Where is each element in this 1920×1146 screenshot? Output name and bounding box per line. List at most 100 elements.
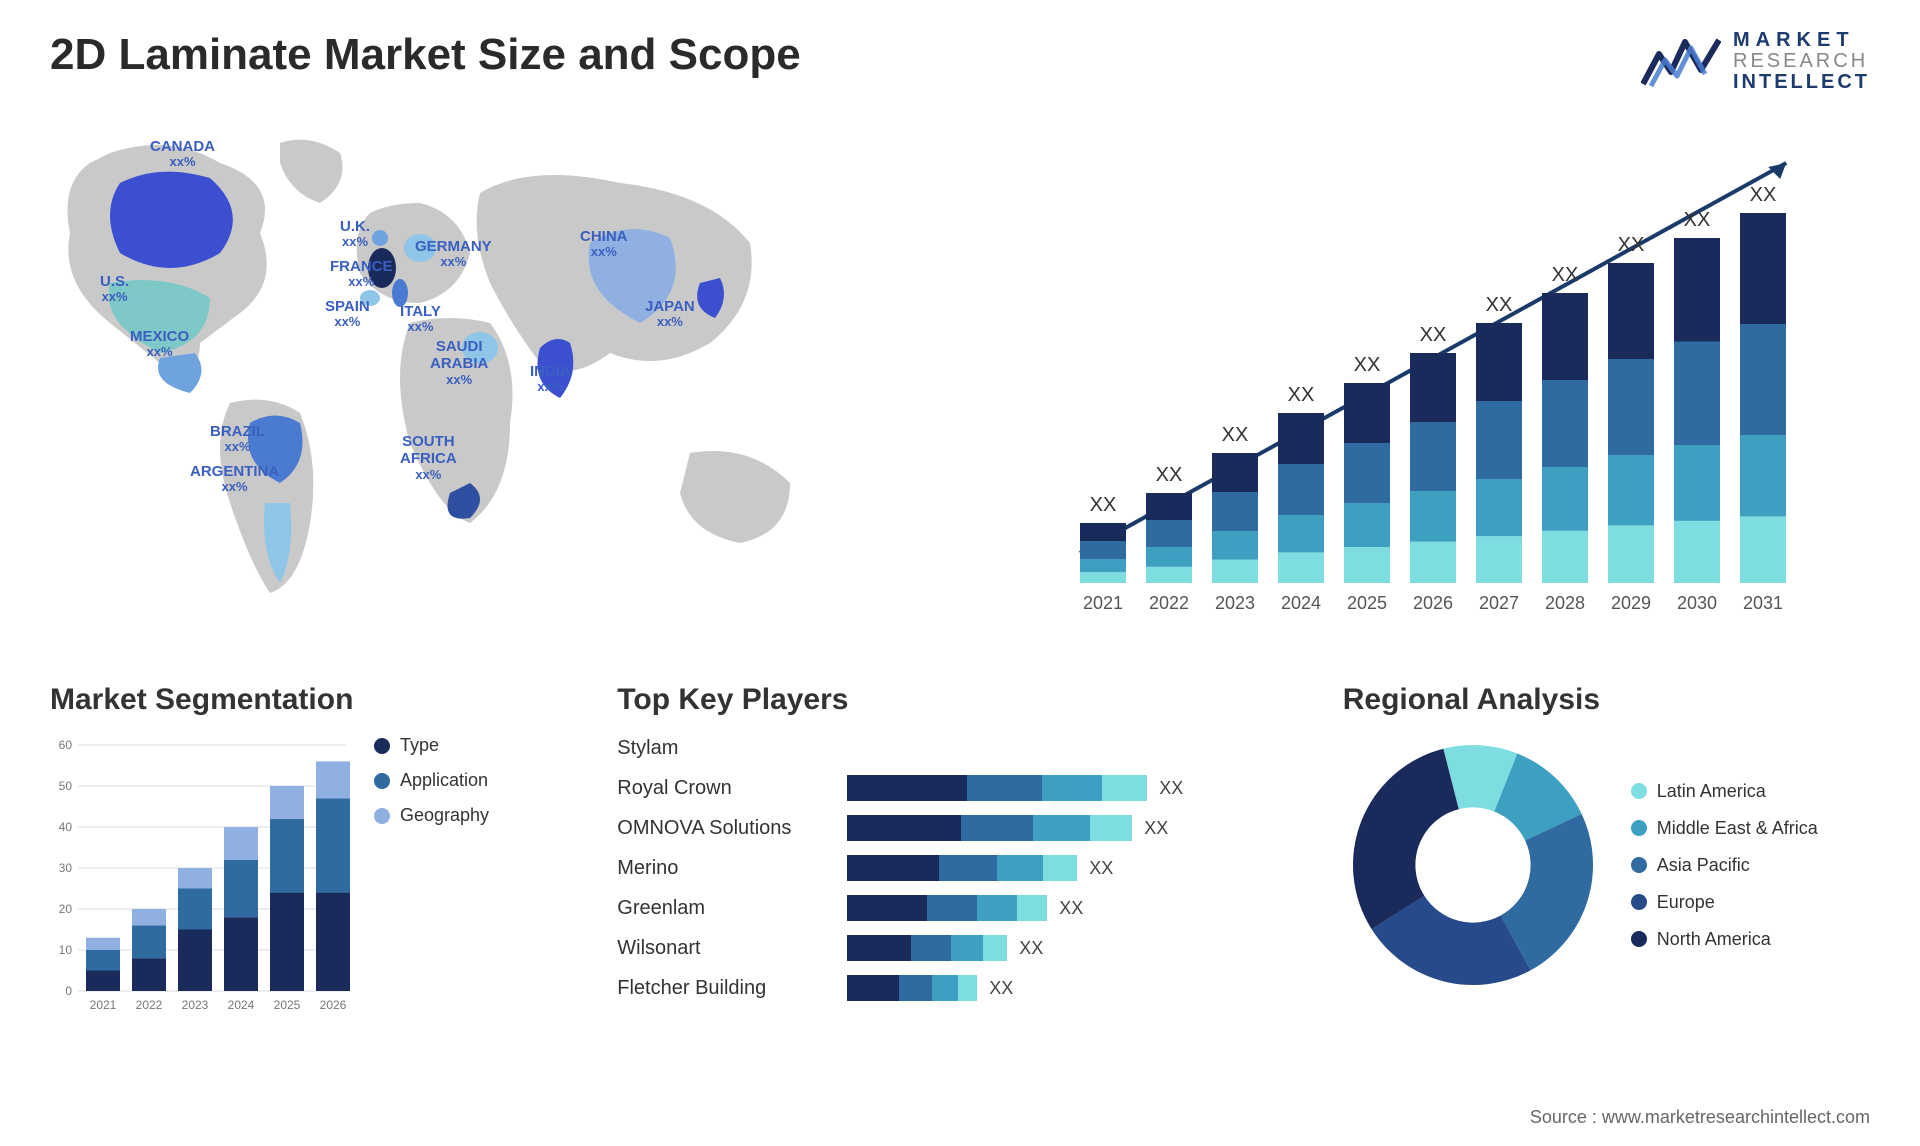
player-bar-segment	[961, 815, 1032, 841]
header: 2D Laminate Market Size and Scope MARKET…	[50, 30, 1870, 93]
regional-donut	[1343, 735, 1603, 995]
player-bar-value: XX	[1059, 898, 1083, 919]
map-label: INDIAxx%	[530, 363, 571, 395]
map-label: FRANCExx%	[330, 258, 393, 290]
legend-item: Geography	[374, 805, 489, 826]
map-label: SPAINxx%	[325, 298, 370, 330]
world-map: CANADAxx%U.S.xx%MEXICOxx%BRAZILxx%ARGENT…	[50, 123, 930, 643]
legend-label: Middle East & Africa	[1657, 818, 1818, 839]
svg-text:50: 50	[59, 779, 73, 793]
svg-text:20: 20	[59, 902, 73, 916]
logo-text: MARKET RESEARCH INTELLECT	[1733, 30, 1870, 93]
player-bar-segment	[1042, 775, 1102, 801]
player-bar-segment	[1017, 895, 1047, 921]
svg-text:2021: 2021	[90, 998, 117, 1012]
legend-item: Asia Pacific	[1631, 855, 1818, 876]
legend-dot	[1631, 783, 1647, 799]
segmentation-legend: Type Application Geography	[374, 735, 489, 1015]
svg-text:2022: 2022	[136, 998, 163, 1012]
player-bar-row: XX	[847, 855, 1302, 881]
legend-label: Asia Pacific	[1657, 855, 1750, 876]
svg-text:2022: 2022	[1149, 593, 1189, 613]
growth-chart: XX2021XX2022XX2023XX2024XX2025XX2026XX20…	[990, 123, 1870, 643]
svg-text:XX: XX	[1354, 354, 1381, 376]
world-map-svg	[50, 123, 930, 643]
svg-text:2023: 2023	[182, 998, 209, 1012]
svg-text:2026: 2026	[1413, 593, 1453, 613]
legend-label: Application	[400, 770, 488, 791]
map-label: GERMANYxx%	[415, 238, 492, 270]
player-bar-segment	[847, 775, 967, 801]
segmentation-chart: 0102030405060202120222023202420252026	[50, 735, 350, 1015]
segmentation-chart-svg: 0102030405060202120222023202420252026	[50, 735, 350, 1015]
logo-line-3: INTELLECT	[1733, 72, 1870, 93]
map-label: CHINAxx%	[580, 228, 628, 260]
player-bar-segment	[977, 895, 1017, 921]
legend-label: Latin America	[1657, 781, 1766, 802]
player-bar-segment	[983, 935, 1007, 961]
players-bars: XXXXXXXXXXXX	[847, 735, 1302, 1001]
map-label: ARGENTINAxx%	[190, 463, 279, 495]
svg-text:0: 0	[65, 984, 72, 998]
logo-icon	[1641, 34, 1721, 90]
player-bar-segment	[927, 895, 977, 921]
legend-dot	[1631, 931, 1647, 947]
player-name: Royal Crown	[617, 775, 827, 801]
svg-text:60: 60	[59, 738, 73, 752]
legend-item: Application	[374, 770, 489, 791]
player-bar-segment	[939, 855, 997, 881]
player-bar-segment	[911, 935, 951, 961]
svg-text:2024: 2024	[228, 998, 255, 1012]
players-names: StylamRoyal CrownOMNOVA SolutionsMerinoG…	[617, 735, 827, 1001]
player-bar-row: XX	[847, 895, 1302, 921]
svg-text:2027: 2027	[1479, 593, 1519, 613]
player-name: Merino	[617, 855, 827, 881]
map-label: U.K.xx%	[340, 218, 370, 250]
player-bar	[847, 935, 1007, 961]
logo-line-1: MARKET	[1733, 30, 1870, 51]
player-bar-segment	[967, 775, 1042, 801]
legend-dot	[374, 808, 390, 824]
svg-text:2028: 2028	[1545, 593, 1585, 613]
svg-text:2031: 2031	[1743, 593, 1783, 613]
svg-text:XX: XX	[1552, 264, 1579, 286]
player-bar	[847, 815, 1132, 841]
map-label: CANADAxx%	[150, 138, 215, 170]
legend-label: Europe	[1657, 892, 1715, 913]
svg-text:2026: 2026	[320, 998, 347, 1012]
svg-text:2023: 2023	[1215, 593, 1255, 613]
svg-text:2025: 2025	[274, 998, 301, 1012]
svg-text:2029: 2029	[1611, 593, 1651, 613]
player-bar	[847, 775, 1147, 801]
player-bar-segment	[1102, 775, 1147, 801]
player-name: OMNOVA Solutions	[617, 815, 827, 841]
legend-item: Latin America	[1631, 781, 1818, 802]
player-bar	[847, 975, 977, 1001]
legend-dot	[1631, 857, 1647, 873]
legend-dot	[1631, 820, 1647, 836]
map-label: SOUTHAFRICAxx%	[400, 433, 457, 482]
map-label: SAUDIARABIAxx%	[430, 338, 488, 387]
legend-item: Type	[374, 735, 489, 756]
svg-text:XX: XX	[1684, 209, 1711, 231]
player-bar-value: XX	[1144, 818, 1168, 839]
legend-label: North America	[1657, 929, 1771, 950]
svg-text:2025: 2025	[1347, 593, 1387, 613]
legend-dot	[374, 773, 390, 789]
svg-text:40: 40	[59, 820, 73, 834]
player-bar-segment	[997, 855, 1043, 881]
svg-text:XX: XX	[1618, 234, 1645, 256]
page-title: 2D Laminate Market Size and Scope	[50, 30, 801, 80]
player-bar-row: XX	[847, 815, 1302, 841]
player-bar-segment	[1033, 815, 1090, 841]
player-bar	[847, 855, 1077, 881]
map-label: BRAZILxx%	[210, 423, 265, 455]
regional-title: Regional Analysis	[1343, 683, 1870, 717]
map-label: ITALYxx%	[400, 303, 441, 335]
player-bar-segment	[847, 935, 911, 961]
svg-text:XX: XX	[1222, 424, 1249, 446]
bottom-row: Market Segmentation 01020304050602021202…	[50, 683, 1870, 1015]
player-bar-row: XX	[847, 975, 1302, 1001]
svg-text:XX: XX	[1156, 464, 1183, 486]
segmentation-title: Market Segmentation	[50, 683, 577, 717]
